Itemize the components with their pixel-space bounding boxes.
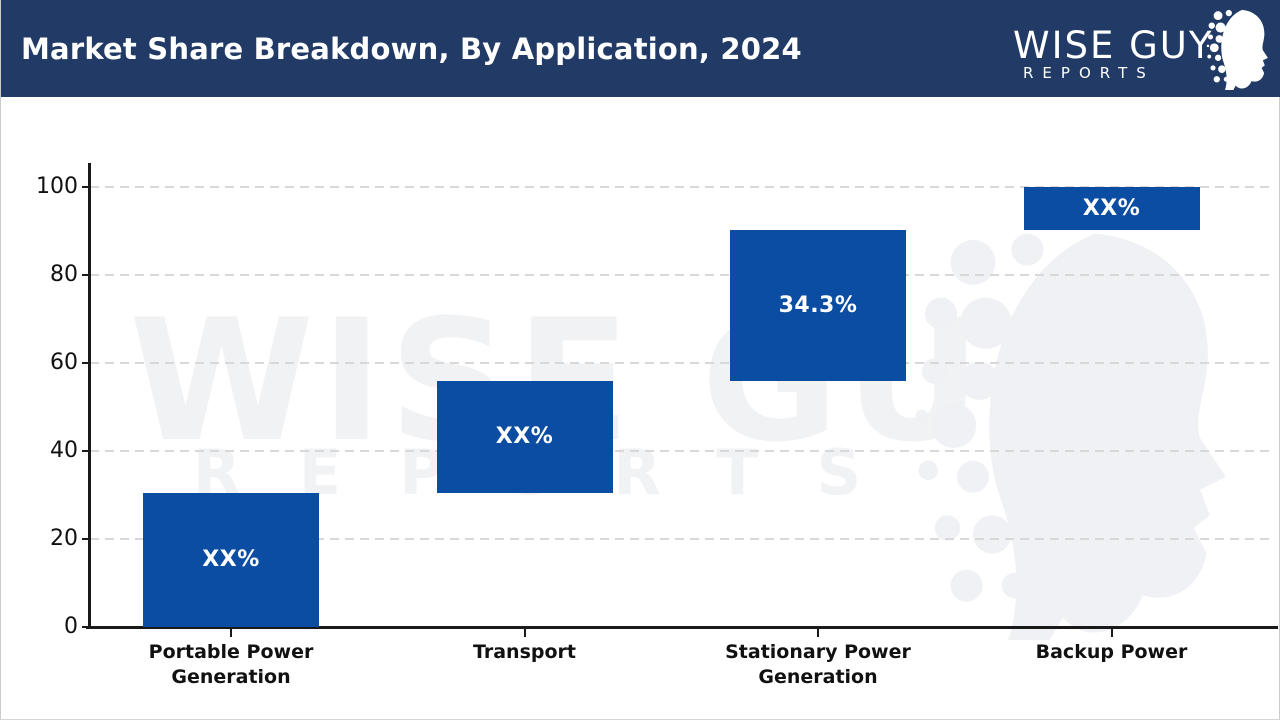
- header-bar: Market Share Breakdown, By Application, …: [1, 0, 1280, 97]
- y-tick-label-40: 40: [50, 438, 78, 463]
- x-category-label: Portable Power Generation: [148, 641, 314, 689]
- bar-stationary-power-generation: 34.3%: [730, 229, 906, 381]
- logo-reports-text: REPORTS: [1023, 64, 1155, 82]
- y-tick-80: [82, 274, 90, 276]
- y-tick-label-100: 100: [36, 174, 78, 199]
- bar-value-label: XX%: [202, 547, 260, 573]
- x-tick-3: [817, 629, 819, 637]
- y-tick-20: [82, 538, 90, 540]
- logo-brand-text: WISE GUY: [1013, 24, 1214, 67]
- bar-value-label: XX%: [1082, 195, 1141, 221]
- x-tick-4: [1110, 629, 1113, 637]
- bar-backup-power: XX%: [1023, 187, 1200, 230]
- x-category-label: Stationary Power Generation: [725, 641, 911, 689]
- gridline-80: [90, 274, 1273, 276]
- bar-value-label: 34.3%: [778, 292, 858, 318]
- x-tick-1: [230, 629, 232, 637]
- y-tick-60: [82, 362, 90, 364]
- y-tick-label-60: 60: [50, 350, 78, 375]
- y-axis: [88, 163, 91, 629]
- bar-portable-power-generation: XX%: [143, 492, 319, 627]
- page-title: Market Share Breakdown, By Application, …: [21, 31, 802, 66]
- y-tick-40: [82, 450, 90, 452]
- gridline-100: [90, 186, 1273, 188]
- x-axis: [86, 626, 1278, 629]
- wise-guy-logo: WISE GUY REPORTS: [1013, 6, 1268, 92]
- gridline-40: [90, 450, 1273, 452]
- y-tick-label-0: 0: [64, 614, 78, 639]
- gridline-60: [90, 362, 1273, 364]
- y-tick-label-80: 80: [50, 262, 78, 287]
- y-tick-label-20: 20: [50, 526, 78, 551]
- x-category-label: Transport: [472, 641, 576, 663]
- gridline-20: [90, 538, 1273, 540]
- x-category-label: Backup Power: [1035, 641, 1188, 663]
- bar-value-label: XX%: [495, 424, 554, 450]
- x-tick-2: [523, 629, 526, 637]
- y-tick-100: [82, 186, 90, 188]
- bar-transport: XX%: [436, 380, 613, 493]
